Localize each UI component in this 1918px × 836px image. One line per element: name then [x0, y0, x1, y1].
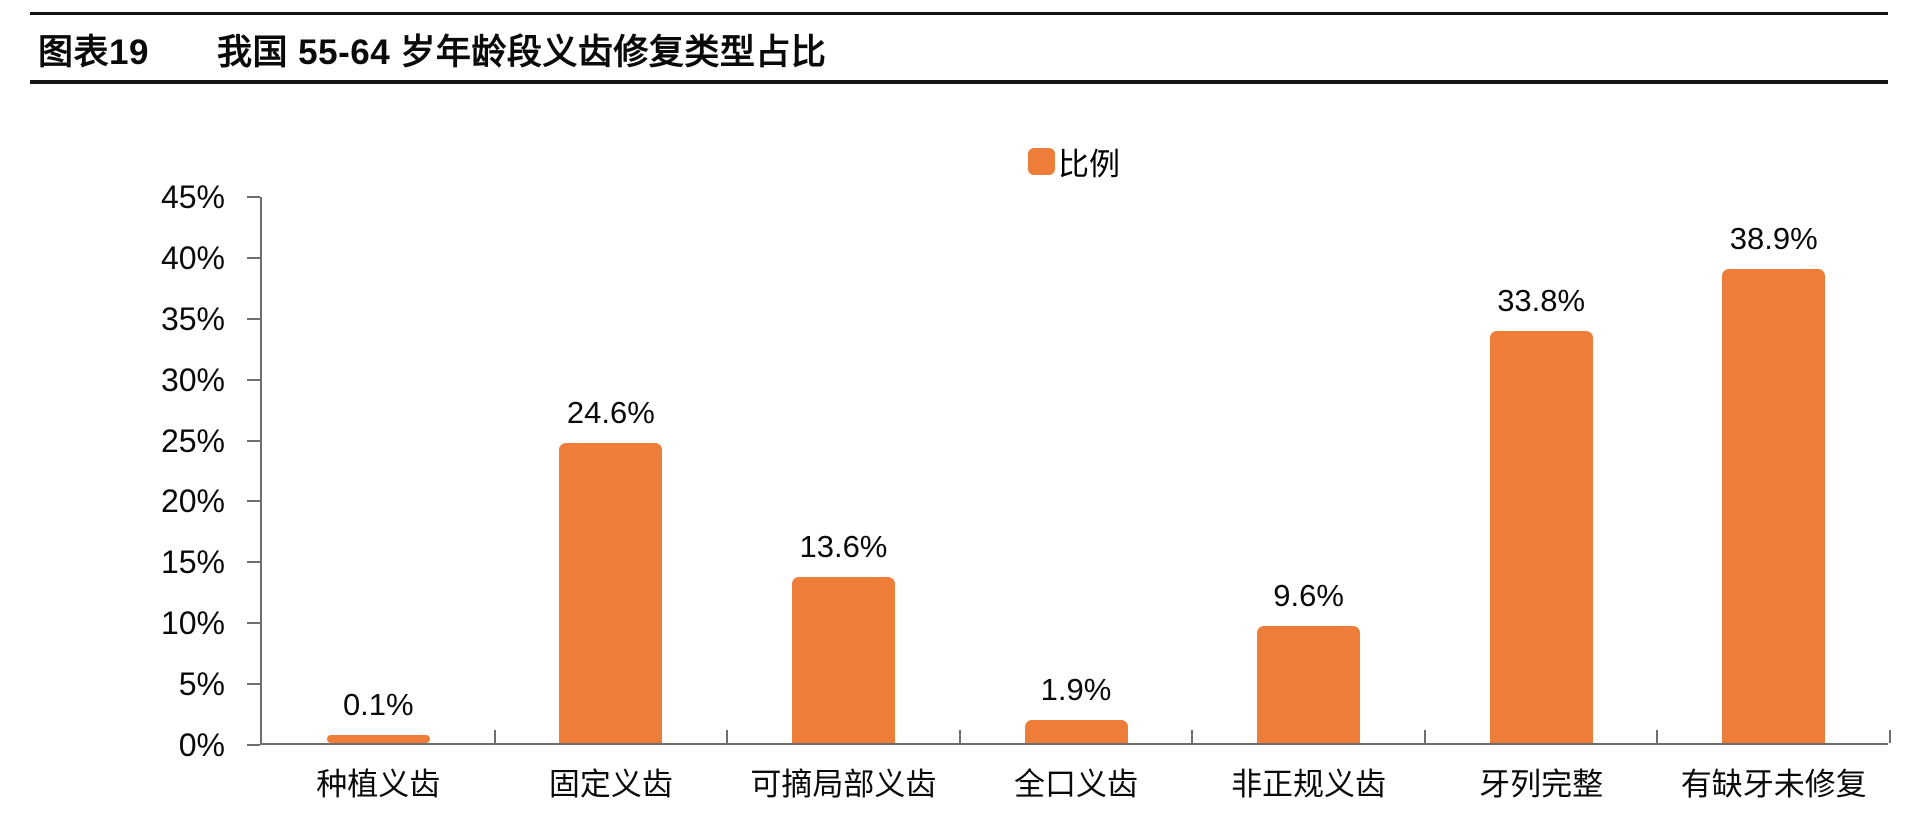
x-axis-tick	[1889, 730, 1891, 743]
y-axis-tick	[247, 683, 260, 686]
y-axis-label: 40%	[160, 239, 225, 276]
bar-value-label: 38.9%	[1729, 221, 1818, 256]
x-axis-tick	[1191, 730, 1194, 743]
y-axis-tick	[247, 622, 260, 625]
legend-label: 比例	[1058, 147, 1120, 182]
y-axis-label: 25%	[160, 422, 225, 459]
y-axis-label: 15%	[160, 544, 225, 581]
x-axis-tick	[1423, 730, 1426, 743]
y-axis-tick	[247, 317, 260, 320]
bar	[1722, 269, 1826, 743]
x-axis-tick	[958, 730, 961, 743]
bar	[791, 577, 895, 743]
bar-value-label: 9.6%	[1273, 578, 1344, 613]
y-axis-tick	[247, 744, 260, 746]
bar	[1489, 331, 1593, 743]
x-axis-tick	[493, 730, 496, 743]
y-axis-label: 0%	[178, 727, 225, 763]
category-label: 可摘局部义齿	[750, 767, 937, 802]
y-axis-tick	[247, 561, 260, 564]
y-axis-tick	[247, 500, 260, 503]
bar-value-label: 0.1%	[342, 687, 414, 722]
y-axis-label: 10%	[160, 605, 225, 642]
page-title: 图表19 我国 55-64 岁年龄段义齿修复类型占比	[38, 24, 826, 75]
y-axis-label: 5%	[178, 666, 225, 703]
category-label: 种植义齿	[316, 767, 441, 802]
y-axis-label: 45%	[160, 179, 225, 215]
category-label: 全口义齿	[1013, 767, 1138, 802]
y-axis-label: 35%	[160, 300, 225, 337]
legend-item: 比例	[1028, 139, 1120, 184]
title-rule	[30, 80, 1888, 84]
legend: 比例	[260, 139, 1888, 184]
bar-value-label: 33.8%	[1497, 283, 1586, 318]
category-label: 有缺牙未修复	[1680, 767, 1867, 802]
x-axis-tick	[726, 730, 729, 743]
x-axis-tick	[1656, 730, 1659, 743]
y-axis-tick	[247, 256, 260, 259]
category-label: 牙列完整	[1479, 767, 1604, 802]
category-label: 非正规义齿	[1231, 767, 1387, 802]
bar-value-label: 24.6%	[566, 395, 655, 430]
figure-title-text: 我国 55-64 岁年龄段义齿修复类型占比	[216, 33, 827, 72]
category-label: 固定义齿	[548, 767, 673, 802]
bar-value-label: 13.6%	[799, 529, 888, 564]
y-axis-label: 30%	[160, 361, 225, 398]
y-axis-tick	[247, 196, 260, 198]
bar	[1024, 720, 1128, 743]
plot-area: 0% 5% 10% 15% 20% 25% 30% 35% 40% 45% 0.1% 种植义齿 24.6…	[161, 179, 1891, 802]
y-axis-tick	[247, 439, 260, 442]
bar	[559, 443, 663, 743]
bar	[326, 735, 430, 743]
top-rule	[30, 12, 1888, 15]
legend-swatch-icon	[1028, 148, 1055, 175]
y-axis-tick	[247, 378, 260, 381]
bar-value-label: 1.9%	[1040, 672, 1112, 707]
bar	[1257, 626, 1361, 743]
figure-label: 图表19	[38, 33, 149, 72]
y-axis-label: 20%	[160, 483, 225, 520]
